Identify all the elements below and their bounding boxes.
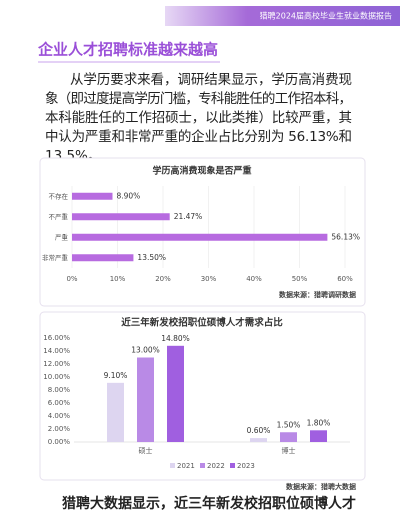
y-tick-label: 不严重 <box>49 213 69 221</box>
x-tick-label: 60% <box>337 275 353 283</box>
paragraph-line: 中认为严重和非常严重的企业占比分别为 56.13%和 <box>45 128 352 145</box>
x-tick-label: 博士 <box>282 446 296 455</box>
legend-swatch <box>230 463 235 468</box>
chart-title: 学历高消费现象是否严重 <box>152 165 251 177</box>
y-tick-label: 12.00% <box>43 360 70 368</box>
bar <box>137 357 154 442</box>
x-tick-label: 10% <box>110 275 126 283</box>
legend-swatch <box>200 463 205 468</box>
y-tick-label: 2.00% <box>48 425 71 433</box>
data-label: 13.00% <box>131 346 160 355</box>
chart-card <box>39 157 366 307</box>
y-tick-label: 不存在 <box>49 191 69 200</box>
data-label: 9.10% <box>104 371 128 380</box>
footer-text: 猎聘大数据显示，近三年新发校招职位硕博人才 <box>62 495 356 512</box>
header-title: 猎聘2024届高校毕业生就业数据报告 <box>260 11 392 21</box>
bar <box>72 192 113 200</box>
data-label: 14.80% <box>161 334 190 343</box>
x-tick-label: 30% <box>201 275 217 283</box>
x-tick-label: 50% <box>292 275 308 283</box>
data-label: 1.80% <box>307 418 331 427</box>
legend-label: 2023 <box>237 462 255 470</box>
y-tick-label: 0.00% <box>48 438 71 446</box>
y-tick-label: 14.00% <box>43 347 70 355</box>
x-tick-label: 硕士 <box>139 446 153 455</box>
data-label: 8.90% <box>116 191 140 200</box>
source-note: 数据来源：猎聘大数据 <box>286 482 356 491</box>
bar <box>72 213 170 221</box>
bar <box>167 345 184 442</box>
bar <box>107 382 124 442</box>
legend-label: 2021 <box>177 462 195 470</box>
y-tick-label: 6.00% <box>48 399 71 407</box>
data-label: 13.50% <box>137 253 166 262</box>
y-tick-label: 严重 <box>55 233 69 241</box>
chart: 近三年新发校招职位硕博人才需求占比 0.00% 2.00% 4.00% 6.00% 8.0… <box>43 317 356 492</box>
y-tick-label: 4.00% <box>48 412 71 420</box>
x-tick-label: 40% <box>246 275 262 283</box>
y-tick-label: 10.00% <box>43 373 70 381</box>
bar <box>72 254 134 262</box>
chart-title: 近三年新发校招职位硕博人才需求占比 <box>121 317 283 329</box>
y-tick-label: 非常严重 <box>42 253 69 262</box>
chart-card <box>39 311 366 481</box>
bar <box>310 430 327 442</box>
data-label: 1.50% <box>277 420 301 429</box>
bar <box>250 438 267 442</box>
data-label: 0.60% <box>247 426 271 435</box>
bar <box>280 432 297 442</box>
y-tick-label: 16.00% <box>43 334 70 342</box>
legend-swatch <box>170 463 175 468</box>
paragraph-line: 象（即过度提高学历门槛，专科能胜任的工作招本科， <box>45 90 352 107</box>
section-title: 企业人才招聘标准越来越高 <box>37 41 218 59</box>
paragraph-line: 从学历要求来看，调研结果显示，学历高消费现 <box>70 71 352 88</box>
data-label: 56.13% <box>331 232 360 241</box>
header-bar <box>165 6 400 26</box>
data-label: 21.47% <box>174 212 203 221</box>
source-note: 数据来源：猎聘调研数据 <box>279 290 356 299</box>
chart: 学历高消费现象是否严重 0% 10% 20% 30% 40% 50% 60% 不存在 8.90% 不… <box>42 165 360 300</box>
paragraph-line: 本科能胜任的工作招硕士，以此类推）比较严重，其 <box>45 110 352 126</box>
y-tick-label: 8.00% <box>48 386 71 394</box>
x-tick-label: 0% <box>66 275 77 283</box>
x-tick-label: 20% <box>155 275 171 283</box>
bar <box>72 233 328 241</box>
legend-label: 2022 <box>207 462 225 470</box>
paragraph: 从学历要求来看，调研结果显示，学历高消费现象（即过度提高学历门槛，专科能胜任的工… <box>45 71 352 164</box>
